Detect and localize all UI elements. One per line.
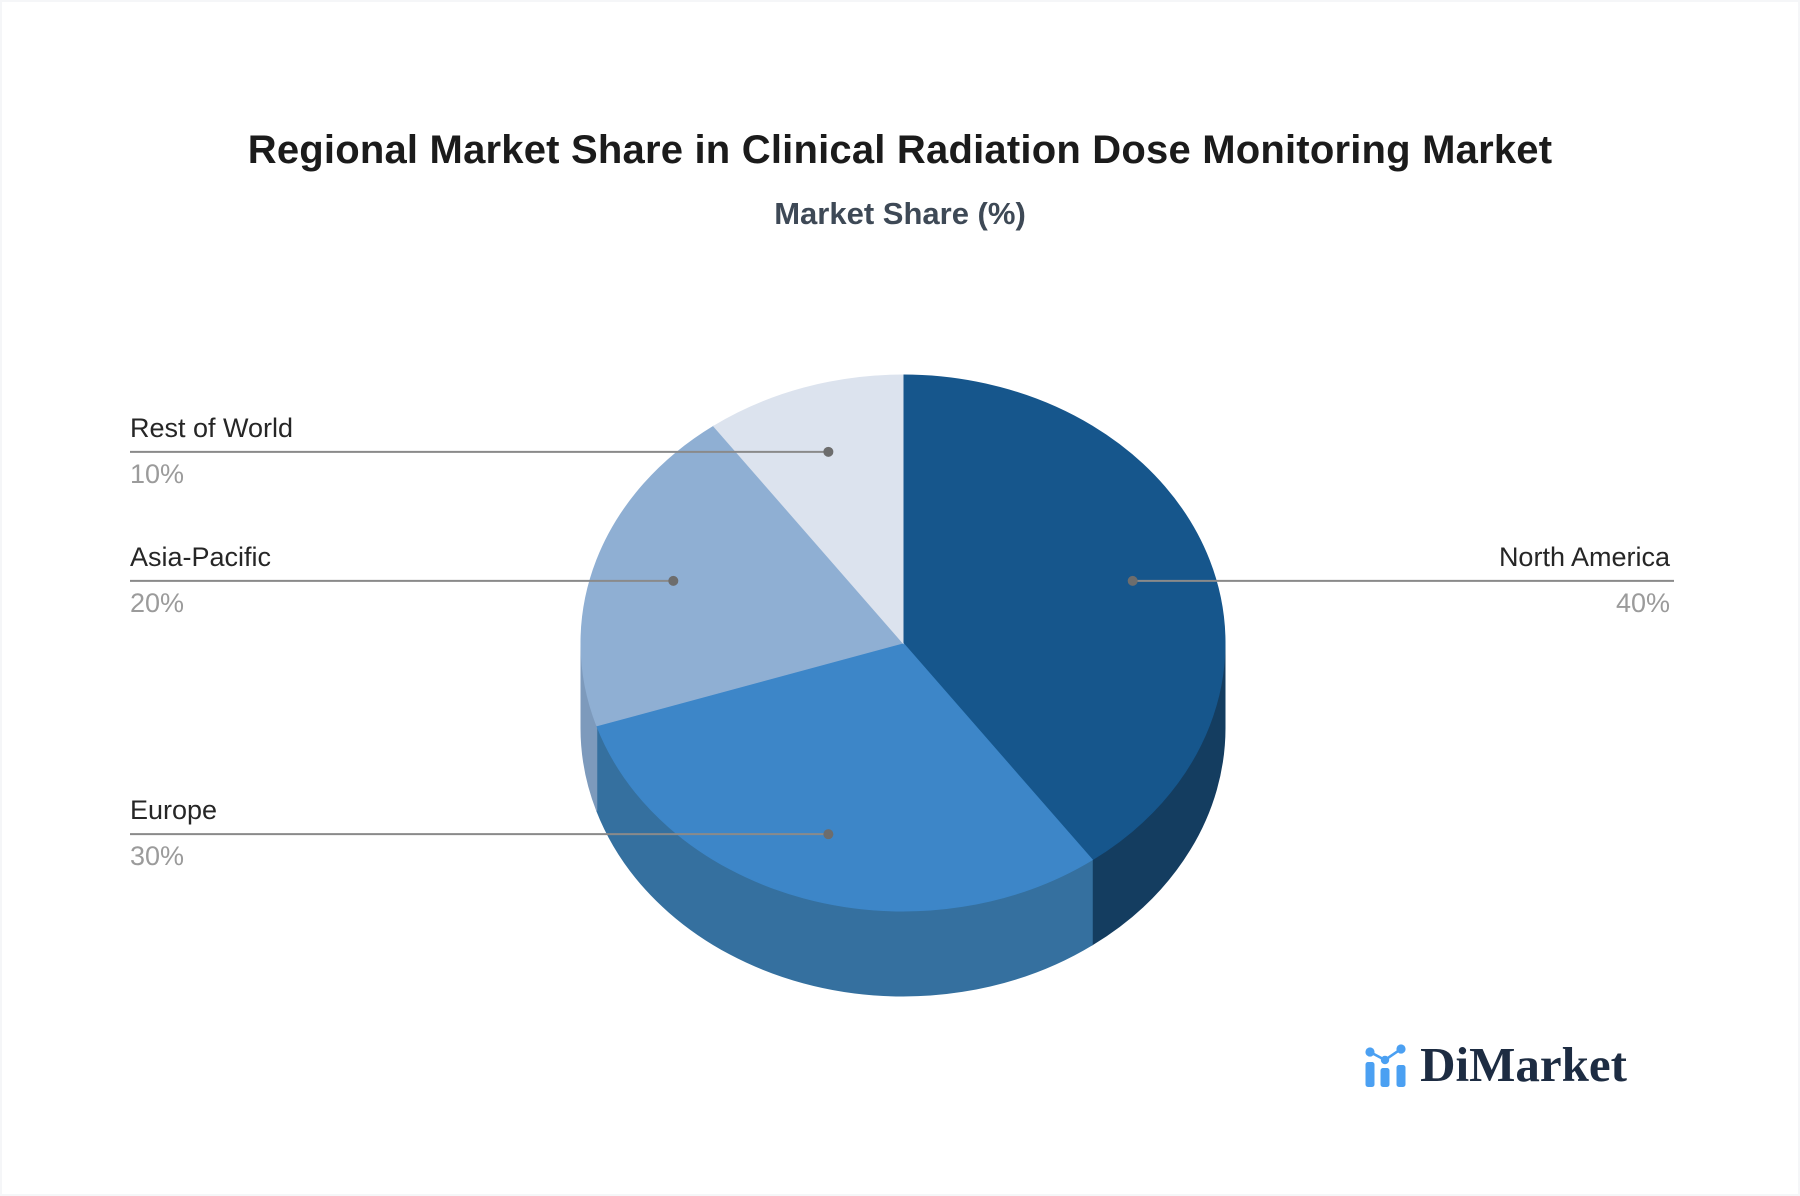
- pie-slice-europe[interactable]: [596, 642, 1094, 912]
- pie-label-north-america: North America 40%: [1499, 540, 1670, 620]
- pie-label-name: Europe: [130, 795, 218, 826]
- chart-subtitle: Market Share (%): [774, 196, 1026, 231]
- chart-title: Regional Market Share in Clinical Radiat…: [247, 128, 1553, 172]
- leader-dot-rest-of-world: [823, 446, 834, 457]
- leader-dot-asia-pacific: [668, 575, 679, 586]
- pie-label-name: Rest of World: [130, 412, 294, 443]
- pie-label-value: 40%: [1615, 587, 1670, 618]
- pie-label-name: Asia-Pacific: [130, 541, 272, 572]
- pie-label-name: North America: [1498, 541, 1670, 572]
- dimarket-logo: DiMarket: [1364, 1040, 1627, 1089]
- pie-label-europe: Europe 30%: [130, 793, 217, 873]
- bar-line-chart-icon: [1365, 1044, 1406, 1087]
- pie-slice-rest-of-world[interactable]: [712, 374, 904, 645]
- pie-label-value: 10%: [130, 458, 185, 489]
- pie-label-value: 30%: [130, 841, 185, 872]
- logo-text: DiMarket: [1420, 1037, 1627, 1092]
- leader-dot-north-america: [1127, 575, 1138, 586]
- pie-label-value: 20%: [130, 587, 185, 618]
- pie-slice-north-america[interactable]: [902, 374, 1226, 861]
- leader-dot-europe: [823, 829, 834, 840]
- pie-label-rest-of-world: Rest of World 10%: [130, 411, 293, 491]
- pie-label-asia-pacific: Asia-Pacific 20%: [130, 540, 271, 620]
